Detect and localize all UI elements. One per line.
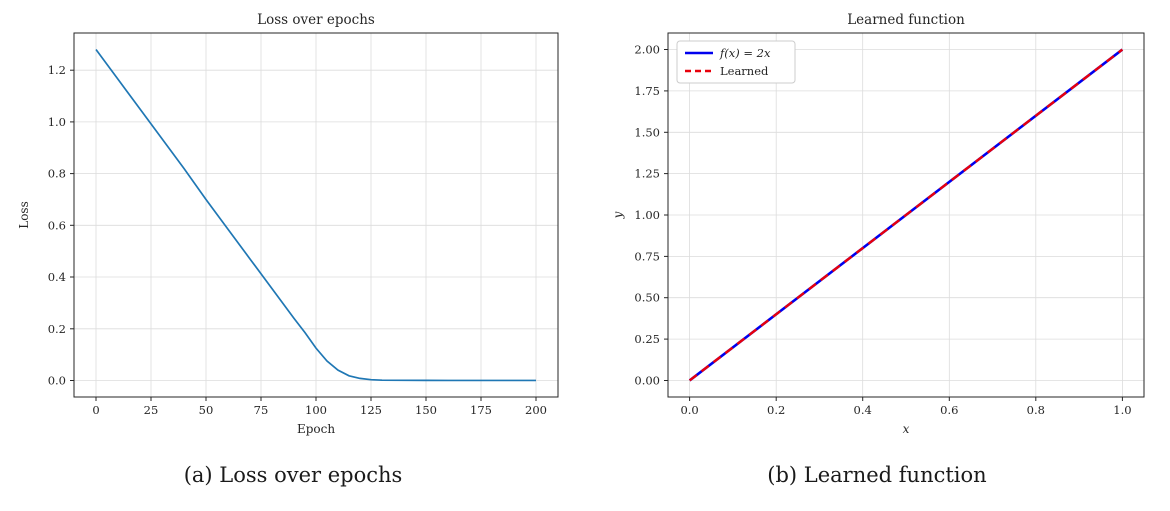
- y-tick-label: 1.75: [634, 84, 660, 98]
- x-tick-label: 200: [525, 403, 547, 417]
- x-tick-label: 1.0: [1113, 403, 1131, 417]
- x-tick-label: 0.2: [767, 403, 785, 417]
- legend-box: [676, 40, 796, 84]
- subfigure-b: 0.0 0.2 0.4 0.6 0.8 1.0 0.00 0.25 0.50 0.75 1.00 1.…: [588, 2, 1166, 487]
- y-tick-label: 0.6: [48, 218, 66, 232]
- learned-function-chart: 0.0 0.2 0.4 0.6 0.8 1.0 0.00 0.25 0.50 0.75 1.00 1.…: [611, 12, 1145, 436]
- y-tick-label: 0.8: [48, 167, 66, 181]
- x-tick-label: 125: [360, 403, 382, 417]
- chart-title: Learned function: [847, 12, 965, 28]
- y-tick-label: 1.00: [634, 208, 660, 222]
- chart-title: Loss over epochs: [257, 12, 375, 28]
- y-tick-label: 1.50: [634, 125, 660, 139]
- x-tick-label: 75: [254, 403, 269, 417]
- y-tick-label: 2.00: [634, 43, 660, 57]
- subcaption-a: (a) Loss over epochs: [183, 463, 403, 487]
- x-axis-label: Epoch: [297, 422, 335, 436]
- x-tick-label: 175: [470, 403, 492, 417]
- y-tick-label: 0.50: [634, 291, 660, 305]
- x-tick-label: 50: [199, 403, 214, 417]
- y-tick-label: 0.00: [634, 374, 660, 388]
- y-axis-label: Loss: [17, 201, 31, 229]
- series-line: [688, 48, 1124, 382]
- x-tick-label: 100: [305, 403, 327, 417]
- series-line: [95, 49, 536, 382]
- y-tick-label: 0.25: [634, 332, 660, 346]
- y-tick-label: 1.25: [634, 167, 660, 181]
- x-tick-label: 25: [144, 403, 159, 417]
- x-tick-label: 150: [415, 403, 437, 417]
- two-panel-figure: 0 25 50 75 100 125 150 175 200 0.0 0.2 0.4 0.6 0.8 1.0…: [4, 2, 1166, 487]
- loss-over-epochs-chart: 0 25 50 75 100 125 150 175 200 0.0 0.2 0.4 0.6 0.8 1.0…: [17, 12, 559, 436]
- legend-entry-label: Learned: [720, 64, 769, 78]
- y-tick-label: 1.0: [48, 115, 66, 129]
- subfigure-a: 0 25 50 75 100 125 150 175 200 0.0 0.2 0.4 0.6 0.8 1.0…: [4, 2, 582, 487]
- y-tick-label: 1.2: [48, 63, 66, 77]
- x-tick-label: 0.8: [1027, 403, 1045, 417]
- x-tick-label: 0.4: [854, 403, 872, 417]
- y-tick-label: 0.75: [634, 249, 660, 263]
- x-tick-label: 0.0: [680, 403, 698, 417]
- x-axis-label: x: [903, 422, 910, 436]
- y-tick-label: 0.4: [48, 270, 66, 284]
- y-axis-label: y: [611, 211, 625, 219]
- subcaption-b: (b) Learned function: [767, 463, 987, 487]
- legend-entry-label: f(x) = 2x: [719, 46, 771, 60]
- x-tick-label: 0.6: [940, 403, 958, 417]
- x-tick-label: 0: [92, 403, 99, 417]
- y-tick-label: 0.2: [48, 322, 66, 336]
- y-tick-label: 0.0: [48, 374, 66, 388]
